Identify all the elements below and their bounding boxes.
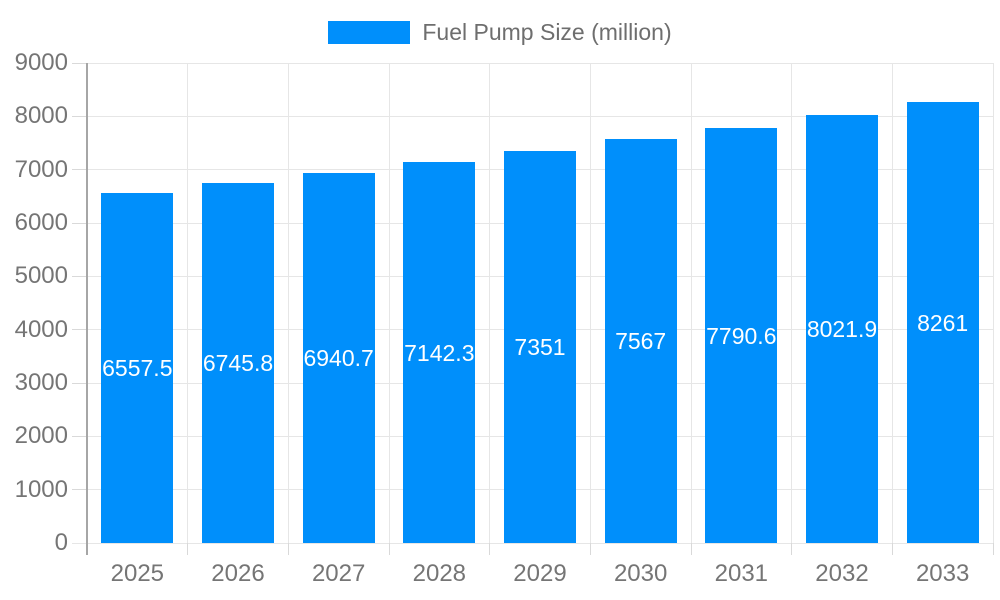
y-axis-tick (72, 222, 87, 224)
y-axis-label: 9000 (14, 49, 68, 76)
x-axis-label: 2028 (412, 560, 467, 587)
bar-2030[interactable] (604, 139, 677, 543)
legend[interactable]: Fuel Pump Size (million) (0, 17, 1000, 47)
y-axis-tick (72, 115, 87, 117)
x-axis-tick (690, 543, 692, 555)
bar-2033[interactable] (906, 102, 979, 543)
y-axis-tick (72, 62, 87, 64)
bar-value-label: 7351 (514, 334, 566, 360)
y-axis-line (86, 63, 88, 555)
y-axis-label: 5000 (14, 262, 68, 290)
x-axis-tick (791, 543, 793, 555)
x-axis-label: 2032 (815, 560, 869, 587)
gridline-vertical (187, 63, 189, 543)
gridline-vertical (388, 63, 390, 543)
y-axis-label: 7000 (14, 155, 68, 183)
bar-2027[interactable] (302, 173, 375, 543)
gridline-vertical (791, 63, 793, 543)
gridline-horizontal (87, 62, 993, 64)
gridline-vertical (891, 63, 893, 543)
gridline-vertical (589, 63, 591, 543)
x-axis-tick (489, 543, 491, 555)
x-axis-tick (992, 543, 994, 555)
legend-marker-icon (328, 20, 411, 44)
y-axis-label: 3000 (14, 369, 68, 396)
x-axis-tick (589, 543, 591, 555)
bar-value-label: 8021.9 (806, 316, 878, 342)
x-axis-tick (891, 543, 893, 555)
x-axis-label: 2027 (311, 560, 366, 587)
x-axis-label: 2026 (211, 560, 265, 587)
bar-value-label: 6557.5 (102, 355, 173, 381)
bar-value-label: 8261 (917, 309, 969, 336)
y-axis-tick (72, 169, 87, 171)
gridline-horizontal (72, 542, 993, 544)
y-axis-tick (72, 329, 87, 331)
x-axis-tick (388, 543, 390, 555)
y-axis-tick (72, 382, 87, 384)
bar-value-label: 6745.8 (202, 350, 274, 376)
bar-2031[interactable] (705, 128, 778, 543)
gridline-vertical (992, 63, 994, 543)
bar-2032[interactable] (806, 115, 878, 543)
x-axis-label: 2030 (613, 560, 668, 587)
x-axis-tick (287, 543, 289, 555)
gridline-horizontal (87, 115, 993, 117)
y-axis-label: 2000 (14, 422, 68, 450)
gridline-vertical (489, 63, 491, 543)
y-axis-label: 8000 (14, 102, 68, 130)
gridline-vertical (690, 63, 692, 543)
x-axis-tick (187, 543, 189, 555)
bar-2029[interactable] (504, 151, 576, 543)
bar-value-label: 6940.7 (303, 345, 374, 371)
x-axis-label: 2033 (915, 560, 970, 587)
bar-value-label: 7790.6 (706, 322, 777, 349)
y-axis-label: 4000 (14, 315, 68, 343)
bar-2025[interactable] (101, 193, 174, 543)
x-axis-label: 2025 (110, 560, 165, 587)
x-axis-label: 2031 (714, 560, 769, 587)
x-axis-label: 2029 (513, 560, 567, 587)
bar-2028[interactable] (403, 162, 476, 543)
y-axis-label: 1000 (14, 475, 68, 503)
y-axis-label: 6000 (14, 209, 68, 236)
y-axis-tick (72, 275, 87, 277)
bar-value-label: 7142.3 (404, 339, 475, 366)
gridline-vertical (287, 63, 289, 543)
bar-2026[interactable] (202, 183, 274, 543)
y-axis-tick (72, 489, 87, 491)
bar-value-label: 7567 (615, 328, 667, 354)
y-axis-label: 0 (54, 529, 68, 556)
y-axis-tick (72, 435, 87, 437)
legend-label: Fuel Pump Size (million) (422, 19, 672, 45)
